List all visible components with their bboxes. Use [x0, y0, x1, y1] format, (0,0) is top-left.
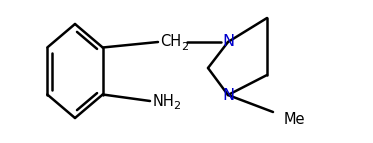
Text: Me: Me — [284, 113, 305, 128]
Text: NH: NH — [153, 94, 175, 109]
Text: N: N — [222, 88, 234, 103]
Text: 2: 2 — [173, 101, 180, 111]
Text: N: N — [222, 34, 234, 49]
Text: CH: CH — [160, 34, 181, 49]
Text: 2: 2 — [181, 42, 188, 52]
